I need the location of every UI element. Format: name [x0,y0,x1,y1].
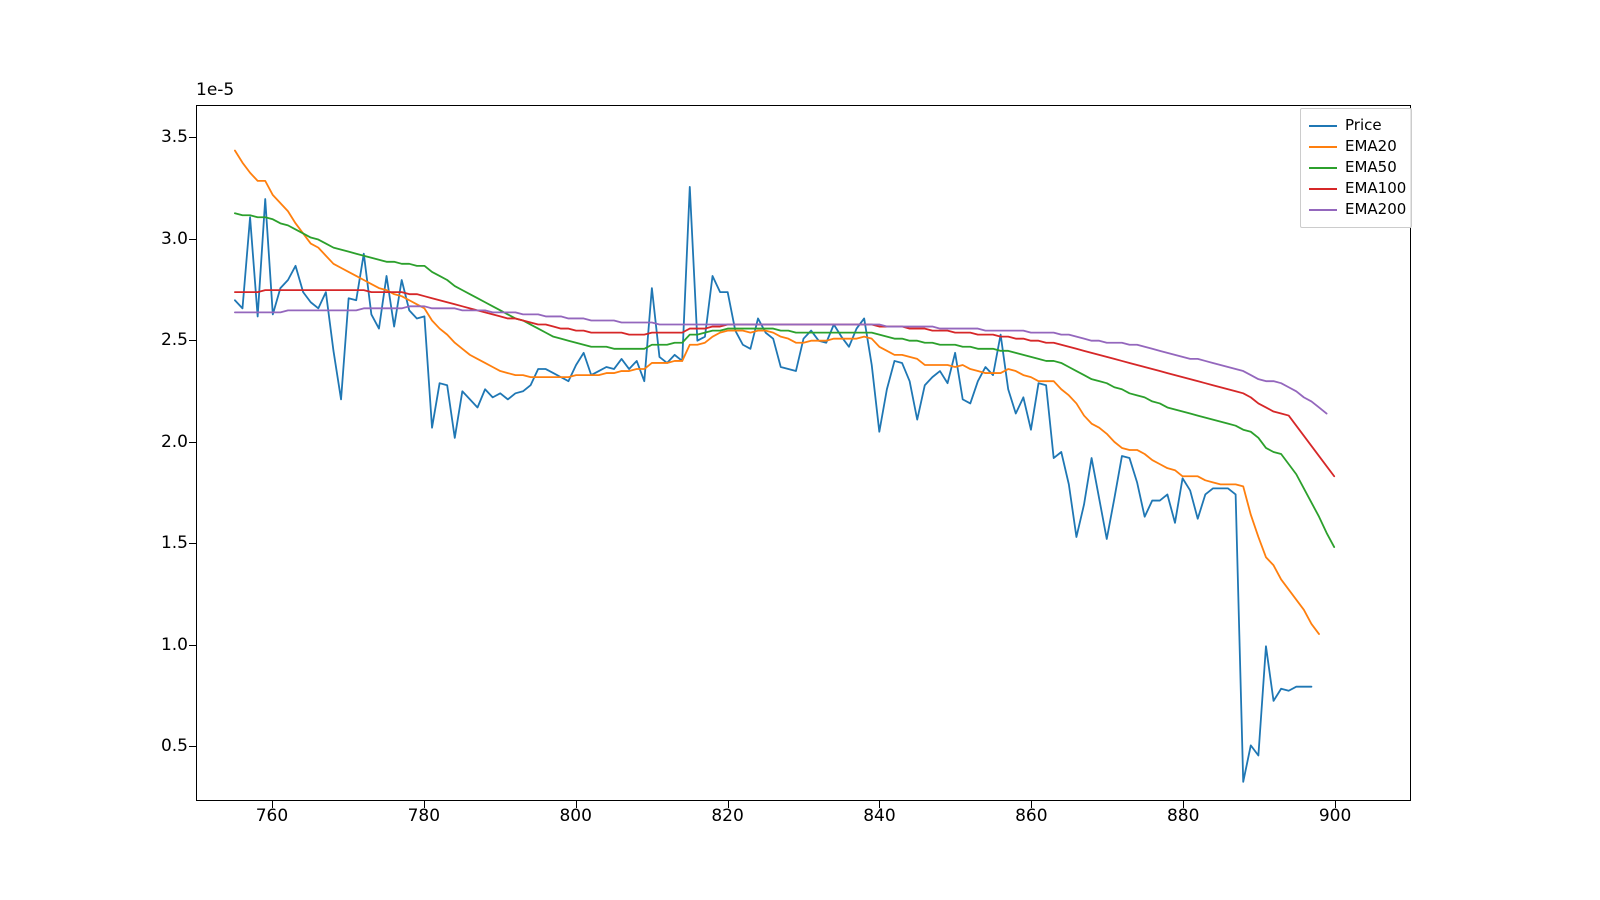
legend-line-swatch [1309,145,1337,148]
legend-line-swatch [1309,166,1337,169]
legend-label: EMA200 [1345,200,1407,218]
x-tick-label: 880 [1166,806,1200,826]
x-tick-mark [271,801,273,808]
x-tick-label: 800 [559,806,592,826]
series-line-ema200 [235,306,1327,413]
x-tick-label: 900 [1318,806,1352,826]
x-tick-mark [1031,801,1033,808]
y-tick-label: 1.5 [160,533,188,554]
x-tick-label: 760 [255,806,289,826]
y-tick-mark [189,441,196,443]
y-axis-offset-label: 1e-5 [196,80,235,100]
x-tick-mark [423,801,425,808]
y-tick-label: 2.5 [160,330,188,351]
y-tick-label: 1.0 [160,634,188,655]
legend-line-swatch [1309,124,1337,127]
y-tick-mark [189,238,196,240]
y-tick-label: 2.0 [160,431,188,452]
x-tick-mark [879,801,881,808]
legend-entry-price[interactable]: Price [1309,115,1403,136]
y-tick-label: 0.5 [160,736,188,757]
legend-entry-ema200[interactable]: EMA200 [1309,199,1407,220]
chart-legend[interactable]: Price EMA20 EMA50 EMA100 EMA200 [1300,108,1412,228]
legend-label: EMA100 [1345,179,1407,197]
x-tick-label: 860 [1015,806,1048,826]
y-tick-mark [189,137,196,139]
legend-line-swatch [1309,187,1337,190]
legend-label: Price [1345,116,1382,134]
x-tick-label: 840 [863,806,896,826]
y-tick-mark [189,340,196,342]
legend-line-swatch [1309,208,1337,211]
x-tick-mark [575,801,577,808]
y-tick-mark [189,746,196,748]
legend-entry-ema20[interactable]: EMA20 [1309,136,1403,157]
y-tick-label: 3.5 [160,127,188,148]
series-line-ema100 [235,290,1334,476]
x-tick-mark [1335,801,1337,808]
legend-entry-ema50[interactable]: EMA50 [1309,157,1403,178]
plot-axes [196,105,1411,801]
series-line-price [235,187,1312,782]
legend-label: EMA20 [1345,137,1397,155]
y-tick-mark [189,644,196,646]
x-tick-mark [1183,801,1185,808]
x-tick-label: 780 [407,806,441,826]
x-tick-mark [727,801,729,808]
legend-entry-ema100[interactable]: EMA100 [1309,178,1407,199]
y-tick-label: 3.0 [160,228,188,249]
series-lines [197,106,1410,800]
legend-label: EMA50 [1345,158,1397,176]
y-tick-mark [189,543,196,545]
x-tick-label: 820 [711,806,744,826]
series-line-ema50 [235,213,1334,547]
series-line-ema20 [235,151,1319,635]
